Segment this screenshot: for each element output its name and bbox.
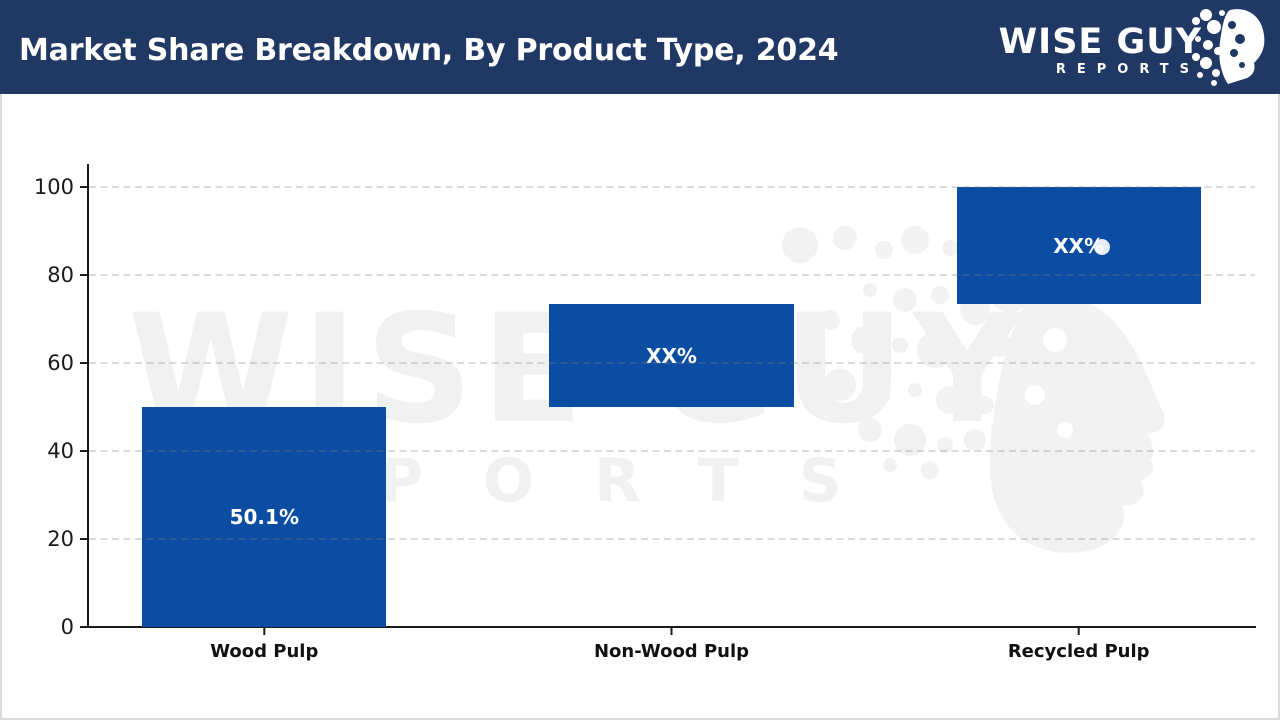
- x-tick-label-wood-pulp: Wood Pulp: [210, 641, 319, 662]
- bar-value-label-wood-pulp: 50.1%: [229, 504, 299, 529]
- header-background: [0, 0, 1280, 94]
- logo-subtext: REPORTS: [1055, 62, 1200, 77]
- y-tick-label-60: 60: [47, 351, 74, 375]
- y-tick-label-20: 20: [47, 527, 74, 551]
- y-tick-label-40: 40: [47, 439, 74, 463]
- page-title: Market Share Breakdown, By Product Type,…: [19, 33, 839, 68]
- bar-wood-pulp: 50.1%: [142, 406, 387, 627]
- logo-face-icon: [1192, 9, 1265, 86]
- logo-wordmark: WISE GUY: [998, 22, 1202, 62]
- x-tick-label-non-wood-pulp: Non-Wood Pulp: [593, 641, 750, 662]
- x-tick-label-recycled-pulp: Recycled Pulp: [1007, 641, 1150, 662]
- y-tick-label-80: 80: [47, 263, 74, 287]
- y-tick-label-0: 0: [60, 615, 74, 639]
- bar-value-label-recycled-pulp: XX%: [1053, 233, 1105, 258]
- bar-value-label-non-wood-pulp: XX%: [646, 343, 697, 368]
- bar-recycled-pulp: XX%: [956, 187, 1201, 305]
- header: Market Share Breakdown, By Product Type,…: [0, 0, 1280, 94]
- y-tick-label-100: 100: [33, 175, 74, 199]
- logo: WISE GUY REPORTS: [999, 0, 1270, 94]
- bar-non-wood-pulp: XX%: [549, 304, 794, 407]
